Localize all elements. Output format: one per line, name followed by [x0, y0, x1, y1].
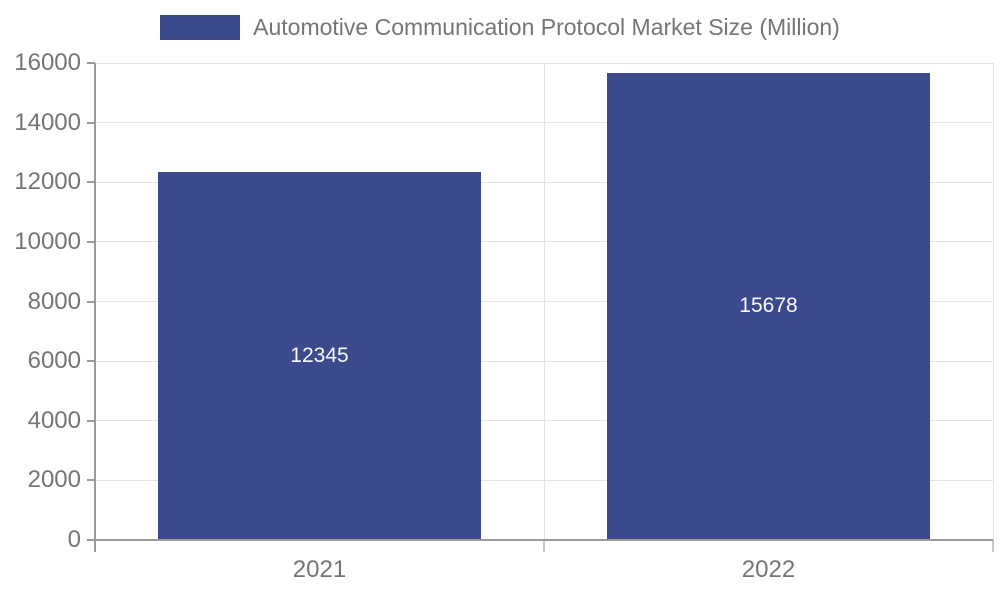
y-tick-mark: [87, 360, 95, 363]
v-gridline: [543, 63, 545, 540]
bar: [157, 171, 482, 540]
v-gridline: [992, 63, 994, 540]
legend-swatch: [160, 15, 241, 40]
y-tick-mark: [87, 62, 95, 64]
y-tick-label: 4000: [27, 406, 81, 434]
y-tick-label: 12000: [14, 168, 81, 196]
y-tick-label: 8000: [27, 287, 81, 315]
y-tick-mark: [87, 479, 95, 482]
x-axis-label: 2022: [741, 556, 796, 583]
x-boundary-tick: [543, 540, 545, 552]
y-tick-mark: [87, 539, 95, 541]
y-tick-mark: [87, 240, 95, 243]
y-axis-line: [94, 63, 96, 552]
legend: Automotive Communication Protocol Market…: [0, 14, 1000, 41]
legend-label: Automotive Communication Protocol Market…: [253, 14, 840, 40]
y-tick-label: 0: [67, 526, 81, 553]
x-axis-label: 2021: [292, 556, 347, 583]
bar-value-label: 12345: [290, 343, 349, 367]
y-tick-mark: [87, 419, 95, 422]
bar-value-label: 15678: [739, 294, 798, 318]
y-tick-mark: [87, 181, 95, 184]
y-tick-label: 2000: [27, 466, 81, 494]
y-tick-mark: [87, 121, 95, 124]
y-tick-label: 16000: [14, 49, 81, 76]
y-tick-label: 6000: [27, 347, 81, 375]
y-tick-label: 14000: [14, 108, 81, 136]
bar: [606, 72, 931, 540]
x-boundary-tick: [992, 540, 994, 552]
y-tick-label: 10000: [14, 227, 81, 255]
y-tick-mark: [87, 300, 95, 303]
x-axis-line: [95, 539, 993, 541]
